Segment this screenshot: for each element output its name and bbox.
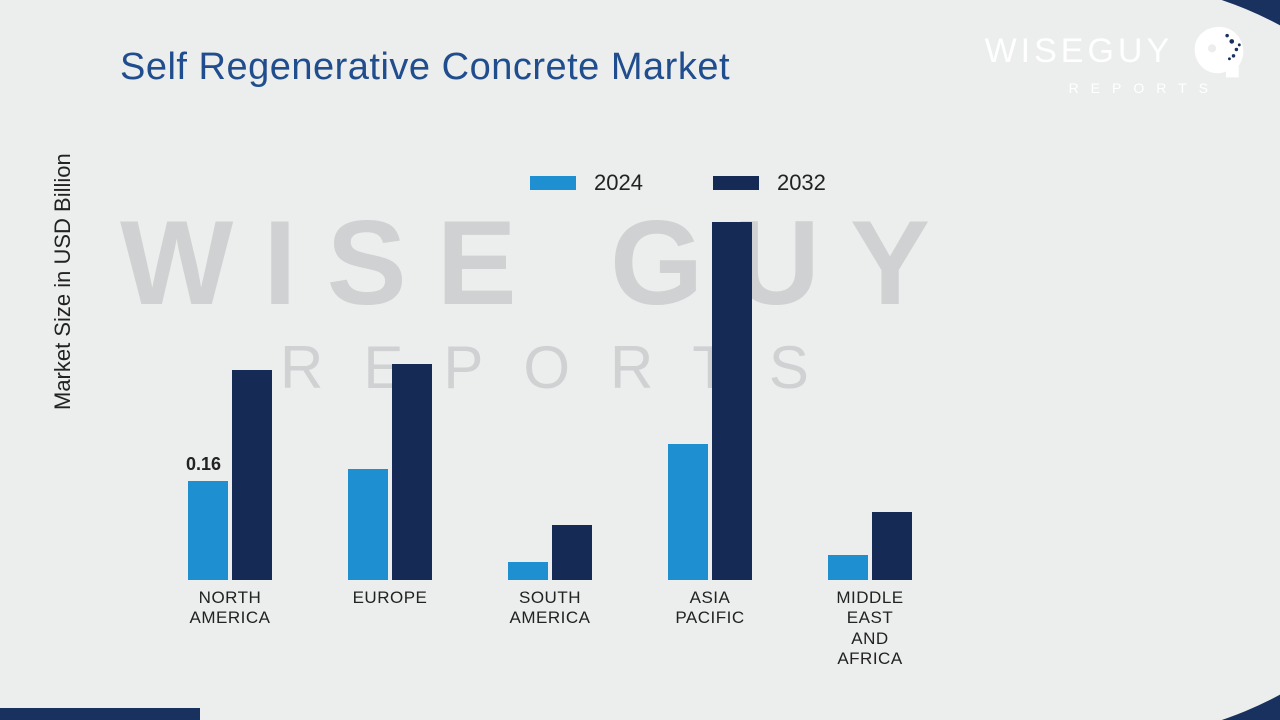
category-label: SOUTHAMERICA — [480, 580, 620, 629]
category-label: EUROPE — [320, 580, 460, 608]
category-label: ASIAPACIFIC — [640, 580, 780, 629]
category-label: NORTHAMERICA — [160, 580, 300, 629]
bar-2024 — [508, 562, 548, 581]
brand-logo: WISEGUY REPORTS — [985, 24, 1248, 96]
bar-2024 — [828, 555, 868, 580]
category-label: MIDDLEEASTANDAFRICA — [800, 580, 940, 670]
bar-2032 — [872, 512, 912, 580]
bar-2032 — [552, 525, 592, 581]
bar-group: SOUTHAMERICA — [490, 525, 610, 581]
brand-sub-text: REPORTS — [985, 80, 1220, 96]
legend-item-2024: 2024 — [530, 170, 643, 196]
chart-area: Market Size in USD Billion 2024 2032 NOR… — [60, 150, 960, 690]
legend-label-2032: 2032 — [777, 170, 826, 196]
bar-2024 — [348, 469, 388, 580]
legend-swatch-2032 — [713, 176, 759, 190]
bar-group: ASIAPACIFIC — [650, 222, 770, 580]
legend: 2024 2032 — [530, 170, 826, 196]
footer-accent-bar — [0, 708, 200, 720]
y-axis-label: Market Size in USD Billion — [50, 153, 76, 410]
legend-swatch-2024 — [530, 176, 576, 190]
legend-label-2024: 2024 — [594, 170, 643, 196]
bar-2032 — [232, 370, 272, 580]
chart-canvas: Self Regenerative Concrete Market WISEGU… — [0, 0, 1280, 720]
plot-area: NORTHAMERICAEUROPESOUTHAMERICAASIAPACIFI… — [140, 210, 940, 580]
legend-item-2032: 2032 — [713, 170, 826, 196]
chart-title: Self Regenerative Concrete Market — [120, 46, 730, 89]
bar-2024 — [188, 481, 228, 580]
bar-2024 — [668, 444, 708, 580]
brand-main-text: WISEGUY — [985, 32, 1173, 70]
bar-group: EUROPE — [330, 364, 450, 580]
bar-group: MIDDLEEASTANDAFRICA — [810, 512, 930, 580]
head-icon — [1190, 24, 1248, 82]
bar-2032 — [712, 222, 752, 580]
value-label: 0.16 — [186, 454, 221, 475]
bar-2032 — [392, 364, 432, 580]
